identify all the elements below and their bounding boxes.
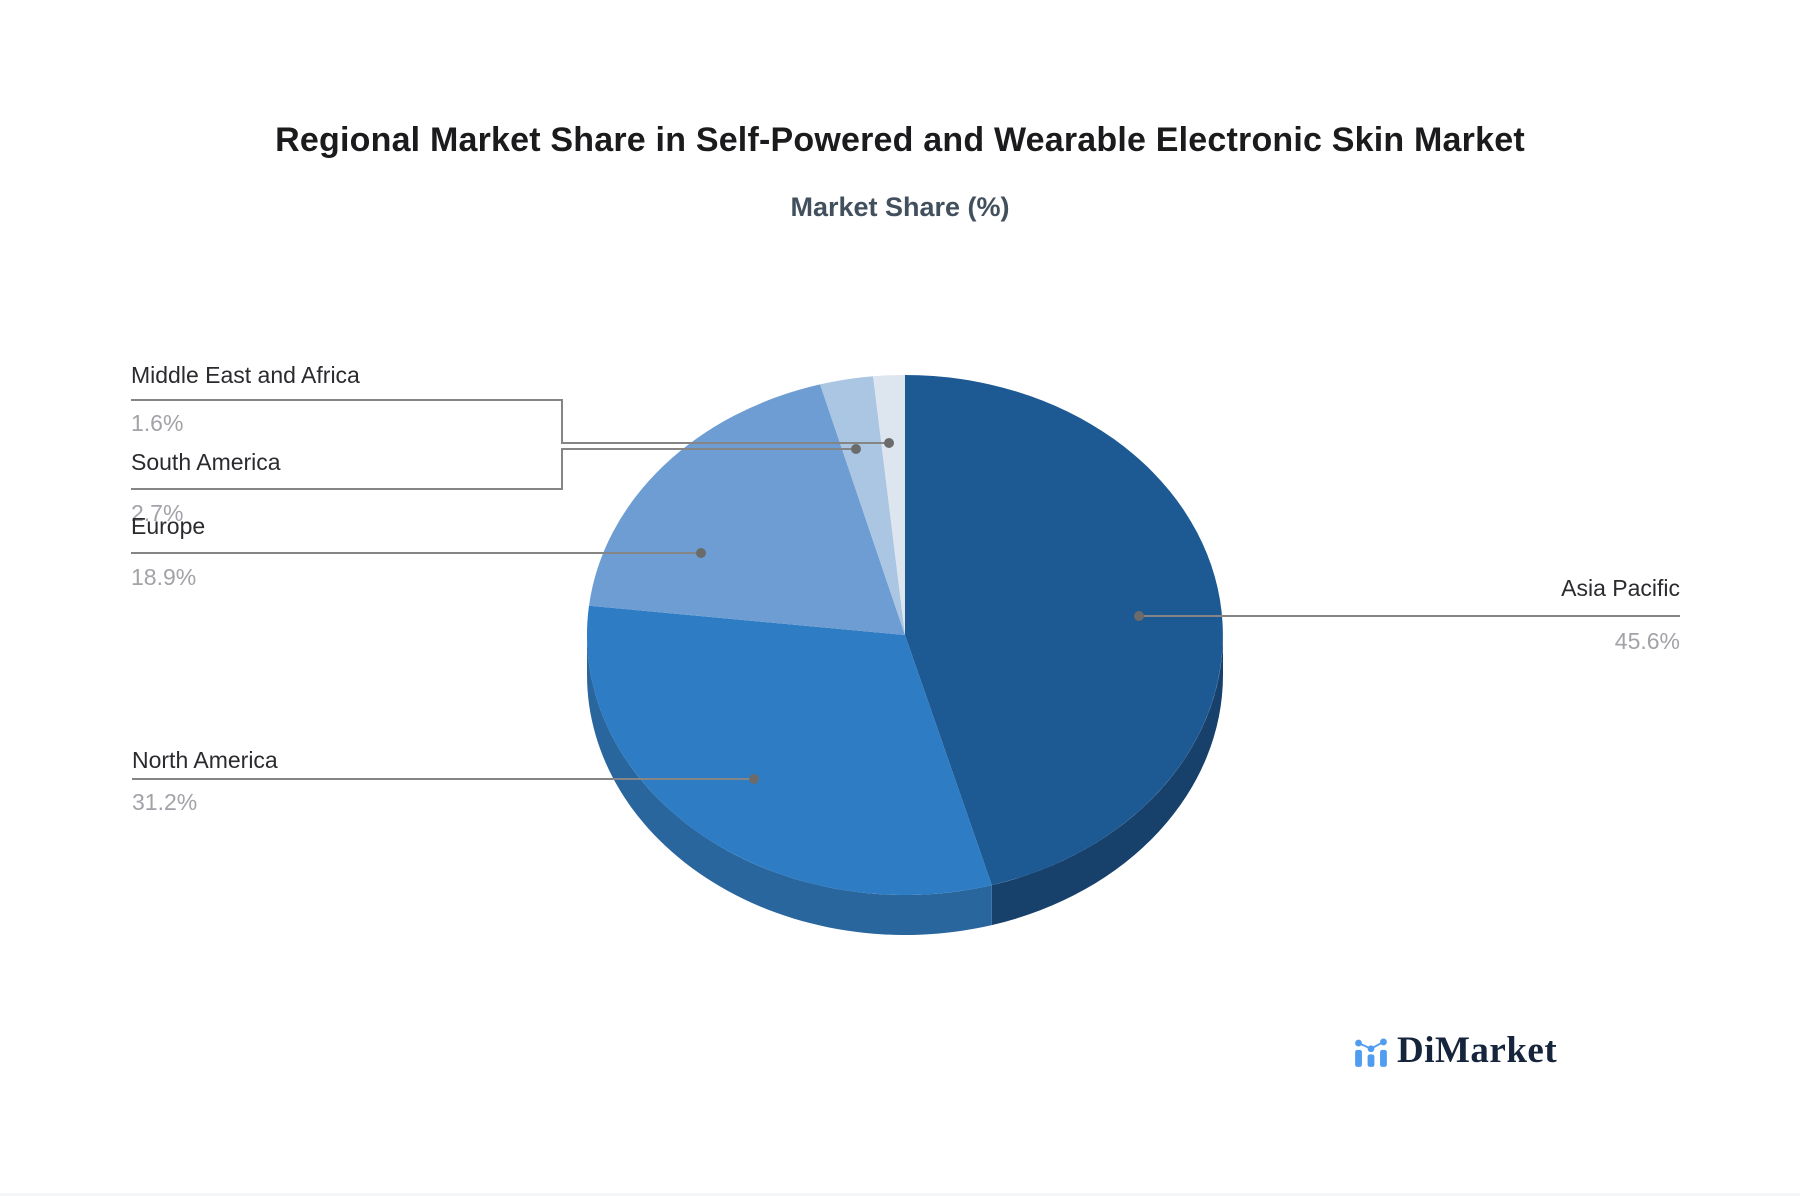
bottom-strip [0, 1193, 1800, 1196]
callout-dot-europe [696, 548, 706, 558]
callout-label-north-america: North America [132, 747, 278, 773]
callout-line-middle-east-and-africa [131, 399, 889, 444]
callout-label-middle-east-and-africa: Middle East and Africa [131, 362, 360, 388]
brand-logo-text: DiMarket [1397, 1030, 1558, 1071]
pie-rim-asia-pacific [991, 635, 1223, 926]
callout-value-middle-east-and-africa: 1.6% [131, 410, 184, 436]
chart-title: Regional Market Share in Self-Powered an… [275, 121, 1525, 159]
callout-dot-north-america [749, 774, 759, 784]
callout-value-south-america: 2.7% [131, 500, 184, 526]
pie-slice-europe[interactable] [589, 384, 905, 635]
callout-line-south-america [131, 448, 856, 490]
callout-value-europe: 18.9% [131, 564, 197, 590]
callout-value-asia-pacific: 45.6% [1614, 628, 1680, 654]
pie-slice-middle-east-and-africa[interactable] [873, 374, 905, 635]
callout-dot-south-america [851, 444, 861, 454]
callout-dot-asia-pacific [1134, 611, 1144, 621]
callout-label-south-america: South America [131, 449, 281, 475]
callout-value-north-america: 31.2% [132, 789, 198, 815]
pie-slice-south-america[interactable] [820, 376, 905, 635]
callout-label-europe: Europe [131, 513, 206, 539]
pie-rim-north-america [587, 635, 992, 935]
brand-logo: DiMarket [1354, 1032, 1557, 1070]
chart-subtitle: Market Share (%) [790, 192, 1010, 222]
pie-slice-asia-pacific[interactable] [905, 375, 1223, 886]
callout-dot-middle-east-and-africa [884, 438, 894, 448]
brand-logo-icon [1355, 1038, 1387, 1067]
callout-label-asia-pacific: Asia Pacific [1561, 575, 1680, 601]
pie-slice-north-america[interactable] [586, 605, 992, 895]
